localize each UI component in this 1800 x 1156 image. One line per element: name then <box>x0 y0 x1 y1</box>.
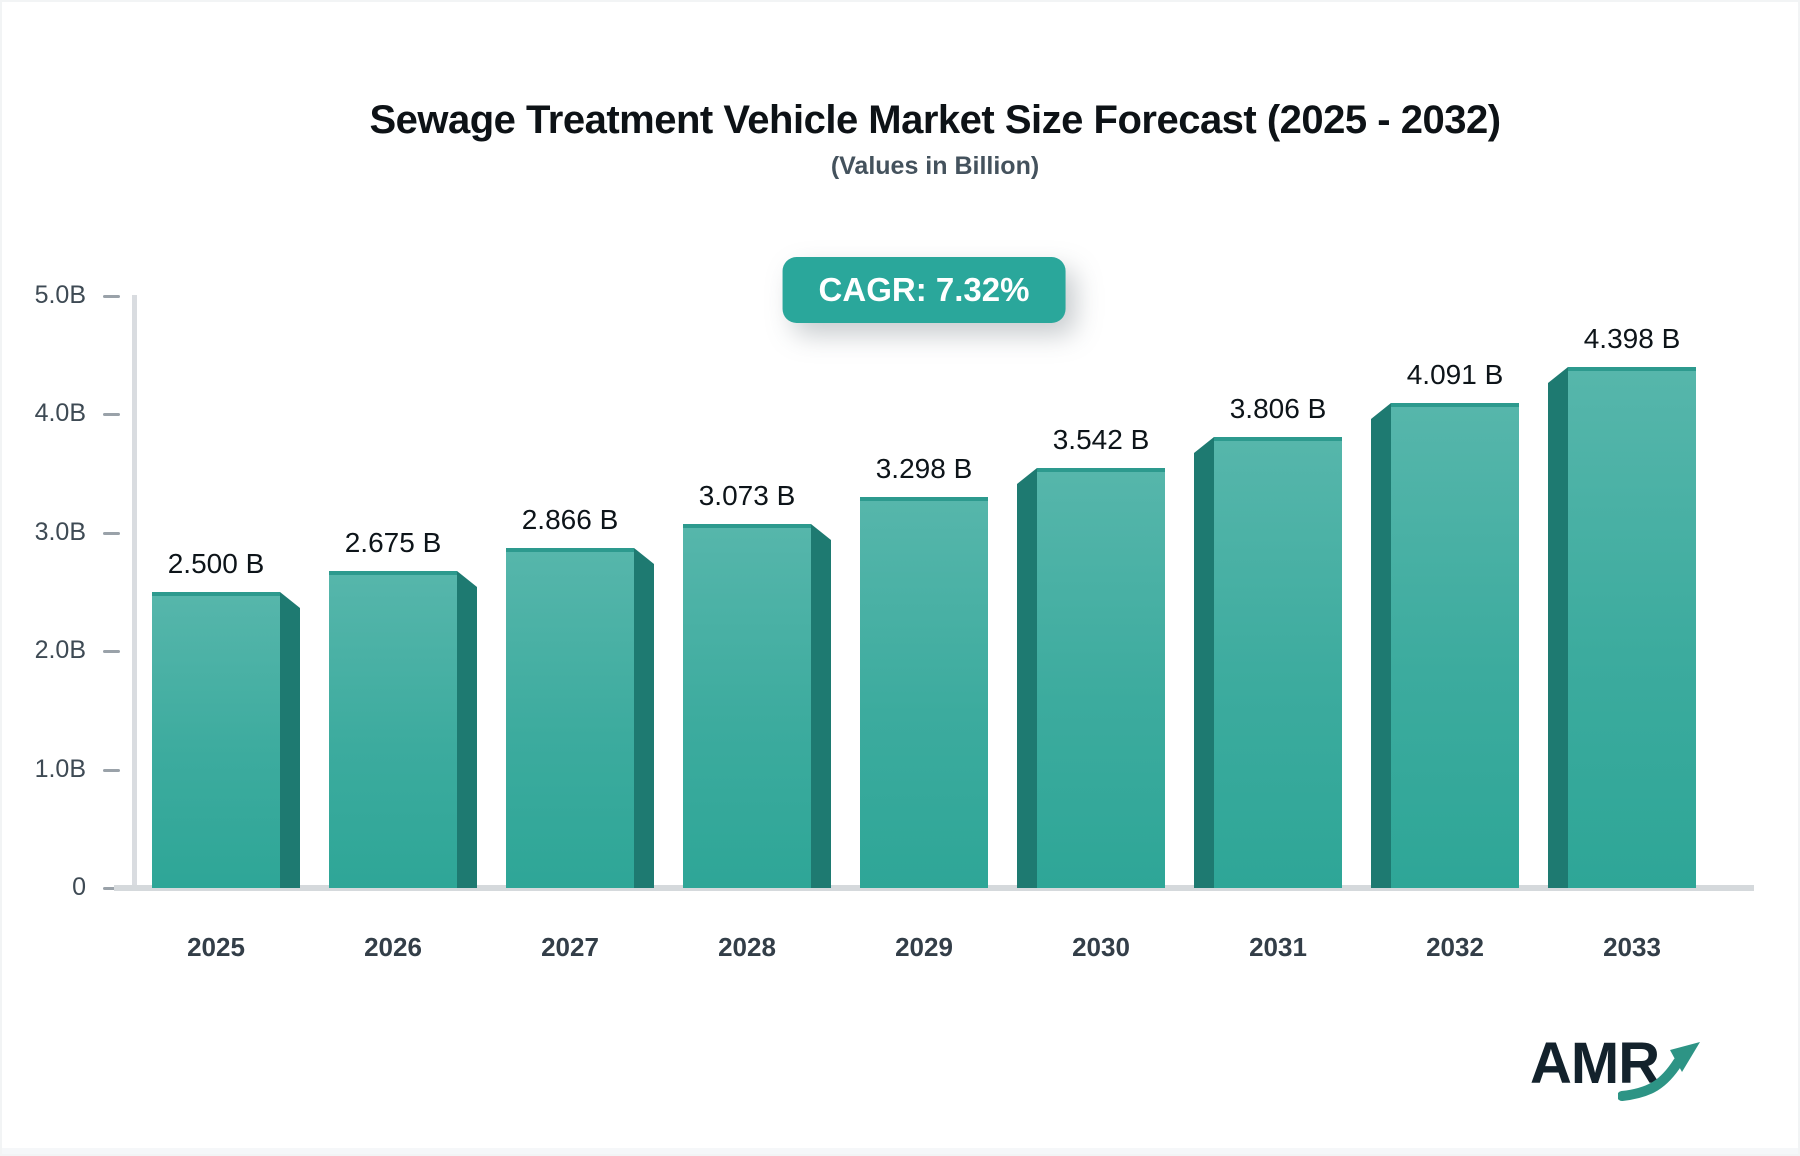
bar-side-face <box>280 592 300 888</box>
y-tick-mark <box>103 413 120 416</box>
growth-arrow-icon <box>1618 1042 1700 1101</box>
bar-2025 <box>152 592 280 888</box>
bar-side-face <box>634 548 654 888</box>
y-tick-mark <box>103 531 120 535</box>
bar-value-label: 3.073 B <box>698 480 796 511</box>
bar-value-label: 2.866 B <box>521 504 619 535</box>
y-tick-label: 2.0B <box>34 636 86 664</box>
x-tick-label-2025: 2025 <box>187 932 245 962</box>
bar-side-face <box>1548 367 1568 888</box>
bar-2032 <box>1391 403 1519 888</box>
y-axis-line <box>132 294 137 888</box>
amr-logo: AMR <box>1530 1030 1740 1114</box>
y-tick-mark <box>103 768 120 772</box>
bar-value-label: 4.091 B <box>1406 359 1504 390</box>
x-tick-label-2026: 2026 <box>364 932 422 962</box>
bar-value-label: 3.298 B <box>875 453 973 484</box>
bar-2026 <box>329 571 457 888</box>
page-bottom-edge <box>2 1148 1798 1154</box>
bar-2028 <box>683 524 811 888</box>
bar-value-label: 3.542 B <box>1052 424 1150 455</box>
bar-value-label: 2.675 B <box>344 527 442 558</box>
x-tick-label-2033: 2033 <box>1603 932 1661 962</box>
bar-side-face <box>1017 468 1037 888</box>
bar-2033 <box>1568 367 1696 888</box>
bar-value-label: 4.398 B <box>1583 323 1681 354</box>
y-tick-mark <box>103 294 120 298</box>
bar-2029 <box>860 497 988 888</box>
bar-side-face <box>1194 437 1214 888</box>
amr-logo-text: AMR <box>1530 1031 1660 1096</box>
y-tick-label: 5.0B <box>34 280 86 309</box>
x-axis-baseline <box>114 885 1754 891</box>
bar-2031 <box>1214 437 1342 888</box>
bar-2030 <box>1037 468 1165 888</box>
cagr-badge: CAGR: 7.32% <box>782 257 1066 323</box>
x-tick-label-2030: 2030 <box>1072 932 1130 962</box>
x-tick-label-2032: 2032 <box>1426 932 1484 962</box>
y-tick-label: 0 <box>72 873 86 901</box>
x-tick-label-2029: 2029 <box>895 932 953 962</box>
y-tick-label: 3.0B <box>34 517 86 546</box>
chart-title: Sewage Treatment Vehicle Market Size For… <box>369 98 1501 142</box>
bar-side-face <box>457 571 477 888</box>
chart-subtitle: (Values in Billion) <box>830 152 1040 180</box>
x-tick-label-2031: 2031 <box>1249 932 1307 962</box>
y-tick-label: 1.0B <box>34 754 86 783</box>
bar-side-face <box>1371 403 1391 888</box>
x-tick-label-2028: 2028 <box>718 932 776 962</box>
bar-value-label: 2.500 B <box>167 548 265 579</box>
y-tick-label: 4.0B <box>34 399 86 427</box>
bar-2027 <box>506 548 634 888</box>
bar-value-label: 3.806 B <box>1229 393 1327 424</box>
y-tick-mark <box>103 650 120 653</box>
y-tick-mark <box>103 887 120 890</box>
x-tick-label-2027: 2027 <box>541 932 599 962</box>
bar-side-face <box>811 524 831 888</box>
